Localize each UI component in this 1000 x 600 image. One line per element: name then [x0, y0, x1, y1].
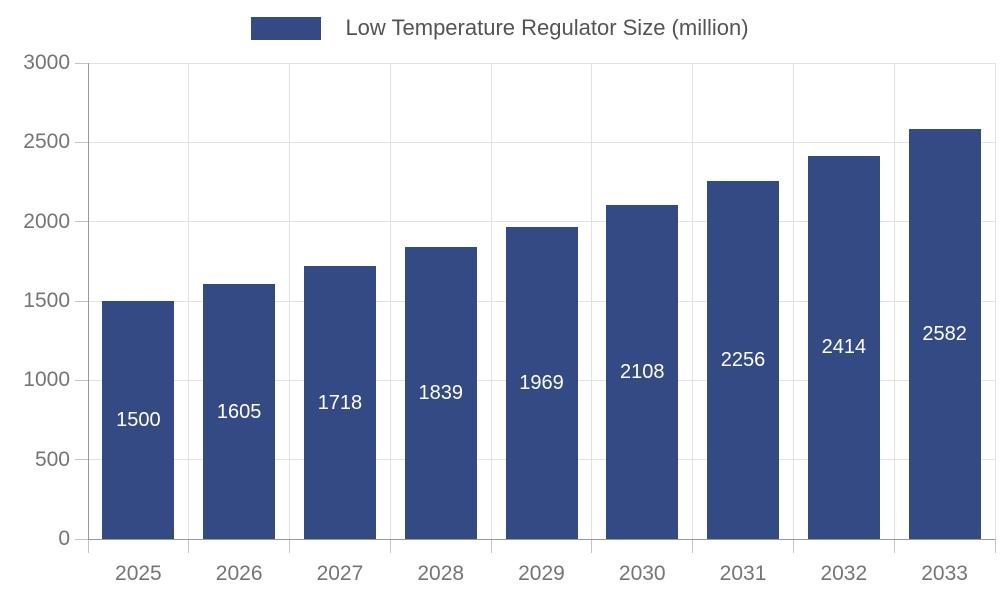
y-axis-tick	[75, 459, 88, 461]
x-axis-tick-label: 2031	[719, 562, 767, 585]
bar-2025[interactable]	[102, 301, 175, 539]
bar-value-label: 2256	[720, 349, 766, 372]
x-axis-tick-label: 2029	[518, 562, 565, 585]
bar-2029[interactable]	[505, 226, 578, 539]
x-axis-tick-label: 2033	[921, 562, 968, 585]
grid-line-v	[893, 63, 895, 539]
bar-value-label: 1605	[216, 400, 262, 423]
y-axis-tick	[75, 538, 88, 540]
x-axis-tick	[692, 539, 694, 553]
x-axis-tick	[490, 539, 492, 553]
grid-line-h	[88, 141, 995, 143]
legend-swatch[interactable]	[251, 16, 322, 40]
x-axis-tick-label: 2025	[115, 562, 162, 585]
y-axis-tick-label: 3000	[23, 51, 70, 74]
x-axis-tick-label: 2032	[820, 562, 868, 585]
x-axis-tick	[591, 539, 593, 553]
bar-2030[interactable]	[606, 204, 679, 539]
bar-value-label: 1718	[317, 391, 363, 414]
grid-line-v	[692, 63, 694, 539]
bar-2033[interactable]	[908, 129, 981, 539]
x-axis-tick-label: 2026	[215, 562, 263, 585]
grid-line-h	[88, 62, 995, 64]
y-axis-tick	[75, 62, 88, 64]
grid-line-h	[88, 221, 995, 223]
x-axis-tick	[289, 539, 291, 553]
x-axis-line	[88, 538, 995, 540]
x-axis-tick	[389, 539, 391, 553]
x-axis-tick-label: 2028	[417, 562, 465, 585]
x-axis-tick	[188, 539, 190, 553]
y-axis-tick-label: 2500	[23, 130, 70, 154]
bar-2032[interactable]	[807, 155, 880, 539]
y-axis-tick-label: 2000	[23, 209, 70, 233]
grid-line-v	[289, 63, 291, 539]
y-axis-tick-label: 0	[58, 527, 70, 550]
bar-value-label: 1969	[519, 371, 564, 394]
x-axis-tick-label: 2030	[618, 562, 666, 585]
bar-2031[interactable]	[707, 181, 780, 539]
bar-value-label: 1839	[418, 382, 463, 405]
legend-label: Low Temperature Regulator Size (million)	[345, 15, 749, 40]
grid-line-v	[490, 63, 492, 539]
bar-2026[interactable]	[203, 284, 276, 539]
x-axis-tick	[792, 539, 794, 553]
grid-line-v	[188, 63, 190, 539]
legend[interactable]: Low Temperature Regulator Size (million)	[0, 14, 1000, 42]
y-axis-tick	[75, 379, 88, 381]
grid-line-v	[994, 63, 996, 539]
grid-line-v	[591, 63, 593, 539]
x-axis-tick	[87, 539, 89, 553]
x-axis-tick	[994, 539, 996, 553]
y-axis-tick	[75, 300, 88, 302]
bar-value-label: 2108	[620, 360, 665, 383]
bar-value-label: 1500	[116, 409, 161, 431]
x-axis-tick-label: 2027	[316, 562, 364, 585]
bar-2028[interactable]	[404, 247, 477, 539]
x-axis-tick	[893, 539, 895, 553]
y-axis-tick	[75, 221, 88, 223]
bar-2027[interactable]	[303, 266, 376, 539]
grid-line-v	[389, 63, 391, 539]
y-axis-tick-label: 1500	[23, 289, 70, 312]
y-axis-tick-label: 1000	[23, 368, 70, 392]
y-axis-tick-label: 500	[34, 447, 70, 471]
y-axis-line	[87, 63, 89, 539]
bar-value-label: 2414	[821, 336, 867, 359]
grid-line-v	[792, 63, 794, 539]
bar-value-label: 2582	[922, 323, 967, 346]
y-axis-tick	[75, 141, 88, 143]
